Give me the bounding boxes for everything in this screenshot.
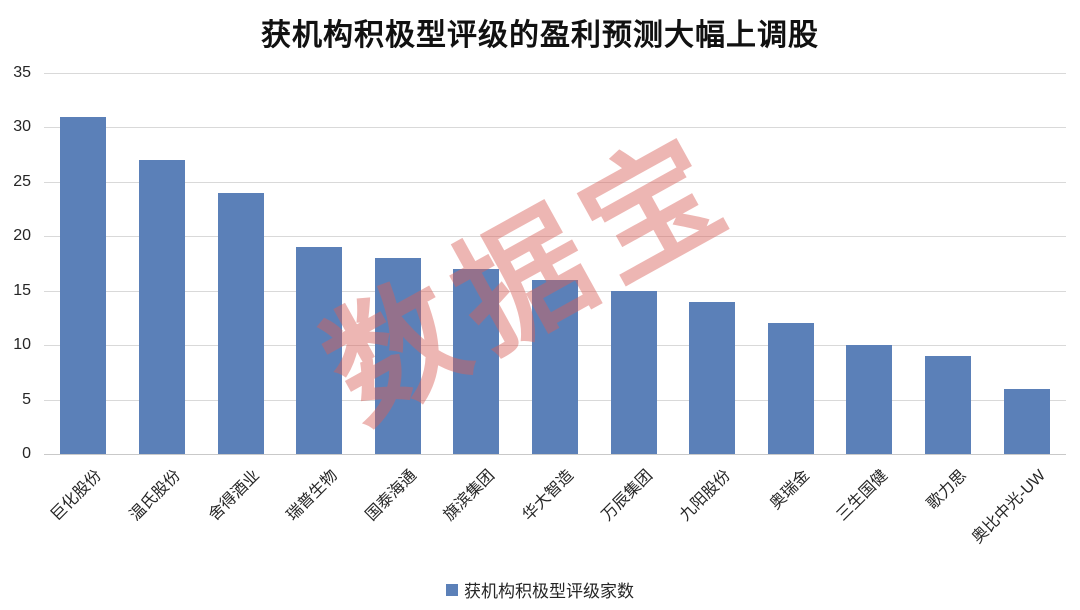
y-axis-tick-label: 35 [13, 64, 31, 81]
x-axis-category-label: 三生国健 [834, 467, 892, 525]
gridline [44, 236, 1066, 238]
x-axis-category-label: 温氏股份 [126, 467, 184, 525]
bar [689, 301, 736, 454]
bar [138, 160, 185, 454]
x-axis-category-label: 瑞普生物 [283, 467, 342, 525]
bar [925, 356, 972, 454]
chart-title: 获机构积极型评级的盈利预测大幅上调股 [261, 19, 819, 52]
x-axis-category-label: 旗滨集团 [441, 467, 499, 525]
gridline [44, 127, 1066, 129]
x-axis-category-label: 九阳股份 [676, 467, 735, 525]
y-axis-tick-label: 30 [13, 118, 31, 136]
x-axis-category-label: 奥比中光-UW [968, 467, 1049, 547]
bar [767, 323, 814, 454]
bar [374, 258, 421, 454]
y-axis-tick-label: 25 [13, 172, 31, 190]
y-axis-tick-label: 5 [22, 390, 31, 408]
bar [1003, 388, 1050, 454]
legend: 获机构积极型评级家数 [0, 577, 1080, 602]
x-axis-category-label: 舍得酒业 [205, 467, 263, 525]
y-axis-tick-label: 20 [13, 227, 31, 245]
bar [532, 279, 578, 454]
bar [296, 247, 343, 454]
gridline [44, 181, 1066, 183]
x-axis-category-label: 万辰集团 [598, 467, 656, 525]
bar [60, 116, 107, 454]
x-axis-category-label: 巨化股份 [48, 467, 106, 525]
x-axis-category-label: 奥瑞金 [766, 467, 813, 513]
y-axis-tick-label: 0 [22, 445, 31, 462]
bar [217, 192, 264, 454]
x-axis-category-label: 歌力思 [924, 467, 971, 513]
x-axis-category-label: 国泰海通 [362, 467, 420, 525]
y-axis-tick-label: 15 [13, 281, 31, 299]
legend-marker-icon [446, 583, 458, 596]
y-axis-tick-label: 10 [13, 336, 31, 354]
gridline [44, 73, 1066, 74]
x-axis-category-label: 华大智造 [519, 467, 578, 525]
legend-label: 获机构积极型评级家数 [464, 582, 634, 601]
bar [610, 290, 657, 454]
bar [846, 345, 893, 454]
gridline [44, 454, 1066, 455]
bar [453, 268, 500, 454]
